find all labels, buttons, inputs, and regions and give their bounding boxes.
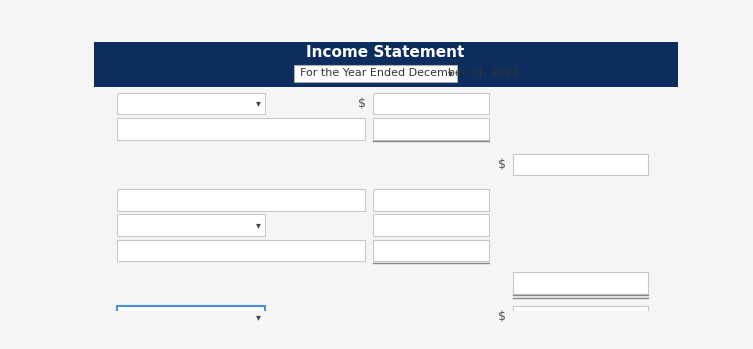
Text: ▾: ▾ [256,220,261,230]
Bar [373,118,489,140]
Text: $: $ [498,158,506,171]
Bar [94,42,678,87]
Bar [117,240,365,261]
Bar [117,306,264,328]
Bar [117,189,365,210]
Bar [117,118,365,140]
Text: $: $ [358,97,366,110]
Text: ▾: ▾ [256,312,261,322]
Bar [373,240,489,261]
Bar [373,214,489,236]
Bar [513,154,648,175]
Text: $: $ [498,310,506,323]
Bar [513,306,648,328]
Bar [373,93,489,114]
Text: ▾: ▾ [448,68,453,79]
Bar [373,189,489,210]
Bar [117,214,264,236]
Bar [294,65,457,82]
Bar [513,272,648,294]
Text: ▾: ▾ [256,98,261,109]
Text: For the Year Ended December 31, 2022: For the Year Ended December 31, 2022 [300,68,520,79]
Bar [117,93,264,114]
Text: Income Statement: Income Statement [306,45,465,60]
